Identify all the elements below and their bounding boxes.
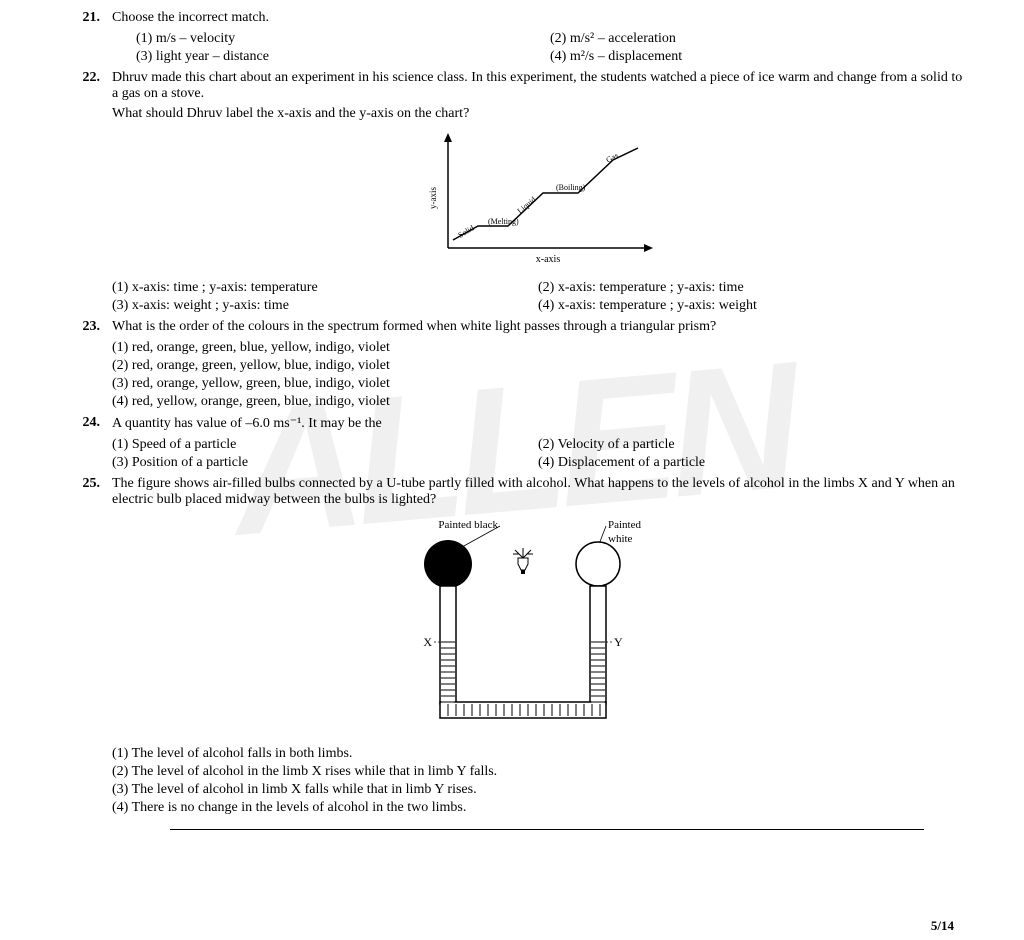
svg-text:Y: Y xyxy=(614,635,623,649)
svg-text:Liquid: Liquid xyxy=(516,195,538,216)
question-number: 21. xyxy=(60,10,112,66)
svg-text:X: X xyxy=(423,635,432,649)
question-text: The figure shows air-filled bulbs connec… xyxy=(112,476,964,508)
option: (1) Speed of a particle xyxy=(112,436,538,454)
svg-text:(Melting): (Melting) xyxy=(488,217,519,226)
utube-figure: Painted black Painted white xyxy=(112,514,964,739)
option: (4) red, yellow, orange, green, blue, in… xyxy=(112,393,964,411)
svg-text:(Boiling): (Boiling) xyxy=(556,183,586,192)
svg-text:x-axis: x-axis xyxy=(536,254,561,265)
question-22: 22. Dhruv made this chart about an exper… xyxy=(60,70,964,315)
heating-curve-figure: y-axis x-axis Solid (Melting) Liquid (Bo… xyxy=(112,128,964,273)
svg-text:Solid: Solid xyxy=(457,223,476,239)
option: (3) x-axis: weight ; y-axis: time xyxy=(112,297,538,315)
question-text: Choose the incorrect match. xyxy=(112,10,964,26)
option: (2) The level of alcohol in the limb X r… xyxy=(112,763,964,781)
question-text-2: What should Dhruv label the x-axis and t… xyxy=(112,106,964,122)
option: (1) red, orange, green, blue, yellow, in… xyxy=(112,339,964,357)
option: (2) red, orange, green, yellow, blue, in… xyxy=(112,357,964,375)
option: (1) x-axis: time ; y-axis: temperature xyxy=(112,279,538,297)
option: (3) red, orange, yellow, green, blue, in… xyxy=(112,375,964,393)
option: (4) x-axis: temperature ; y-axis: weight xyxy=(538,297,964,315)
question-number: 22. xyxy=(60,70,112,315)
question-24: 24. A quantity has value of –6.0 ms⁻¹. I… xyxy=(60,415,964,472)
question-21: 21. Choose the incorrect match. (1) m/s … xyxy=(60,10,964,66)
option: (2) x-axis: temperature ; y-axis: time xyxy=(538,279,964,297)
svg-text:Gas: Gas xyxy=(605,151,620,165)
page-number: 5/14 xyxy=(931,918,954,934)
question-text: A quantity has value of –6.0 ms⁻¹. It ma… xyxy=(112,415,964,432)
question-number: 25. xyxy=(60,476,112,817)
option: (2) Velocity of a particle xyxy=(538,436,964,454)
question-text: What is the order of the colours in the … xyxy=(112,319,964,335)
svg-text:Painted black: Painted black xyxy=(438,519,498,531)
option: (1) The level of alcohol falls in both l… xyxy=(112,745,964,763)
option: (4) Displacement of a particle xyxy=(538,454,964,472)
svg-text:white: white xyxy=(608,533,633,545)
question-text: Dhruv made this chart about an experimen… xyxy=(112,70,964,102)
option: (1) m/s – velocity xyxy=(136,30,550,48)
question-number: 23. xyxy=(60,319,112,411)
divider xyxy=(170,829,924,830)
svg-text:Painted: Painted xyxy=(608,519,641,531)
svg-text:y-axis: y-axis xyxy=(428,187,438,209)
option: (4) m²/s – displacement xyxy=(550,48,964,66)
question-23: 23. What is the order of the colours in … xyxy=(60,319,964,411)
option: (3) The level of alcohol in limb X falls… xyxy=(112,781,964,799)
question-25: 25. The figure shows air-filled bulbs co… xyxy=(60,476,964,817)
option: (3) light year – distance xyxy=(136,48,550,66)
page-content: 21. Choose the incorrect match. (1) m/s … xyxy=(0,0,1024,850)
question-number: 24. xyxy=(60,415,112,472)
option: (3) Position of a particle xyxy=(112,454,538,472)
option: (4) There is no change in the levels of … xyxy=(112,799,964,817)
option: (2) m/s² – acceleration xyxy=(550,30,964,48)
